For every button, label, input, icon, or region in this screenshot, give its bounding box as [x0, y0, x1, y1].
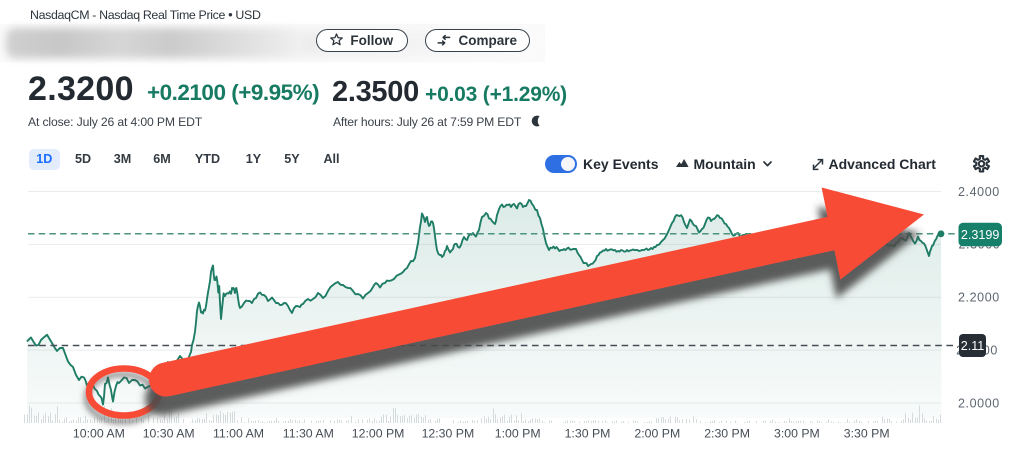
svg-text:10:30 AM: 10:30 AM	[143, 427, 195, 441]
svg-text:2.0000: 2.0000	[958, 396, 1000, 410]
svg-text:12:00 PM: 12:00 PM	[352, 427, 405, 441]
svg-text:2.11: 2.11	[961, 339, 985, 353]
svg-text:2.2000: 2.2000	[958, 291, 1000, 305]
svg-text:2:30 PM: 2:30 PM	[704, 427, 750, 441]
svg-text:11:00 AM: 11:00 AM	[213, 427, 264, 441]
svg-text:2.4000: 2.4000	[958, 185, 1000, 199]
svg-text:2:00 PM: 2:00 PM	[634, 427, 680, 441]
svg-text:2.3199: 2.3199	[961, 228, 1000, 242]
svg-text:1:30 PM: 1:30 PM	[565, 427, 611, 441]
svg-text:12:30 PM: 12:30 PM	[422, 427, 475, 441]
svg-text:3:30 PM: 3:30 PM	[844, 427, 890, 441]
svg-text:10:00 AM: 10:00 AM	[73, 427, 125, 441]
svg-text:1:00 PM: 1:00 PM	[495, 427, 541, 441]
svg-text:3:00 PM: 3:00 PM	[774, 427, 820, 441]
svg-text:11:30 AM: 11:30 AM	[283, 427, 334, 441]
